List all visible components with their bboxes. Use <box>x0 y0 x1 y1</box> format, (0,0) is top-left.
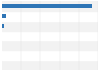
Bar <box>2 60 98 70</box>
Bar <box>2 11 98 21</box>
Bar <box>2 1 98 11</box>
Bar <box>2 50 98 60</box>
Bar <box>2 14 6 18</box>
Bar <box>2 31 98 40</box>
Bar <box>2 40 98 50</box>
Bar <box>2 4 92 8</box>
Bar <box>2 21 98 31</box>
Bar <box>2 24 4 28</box>
